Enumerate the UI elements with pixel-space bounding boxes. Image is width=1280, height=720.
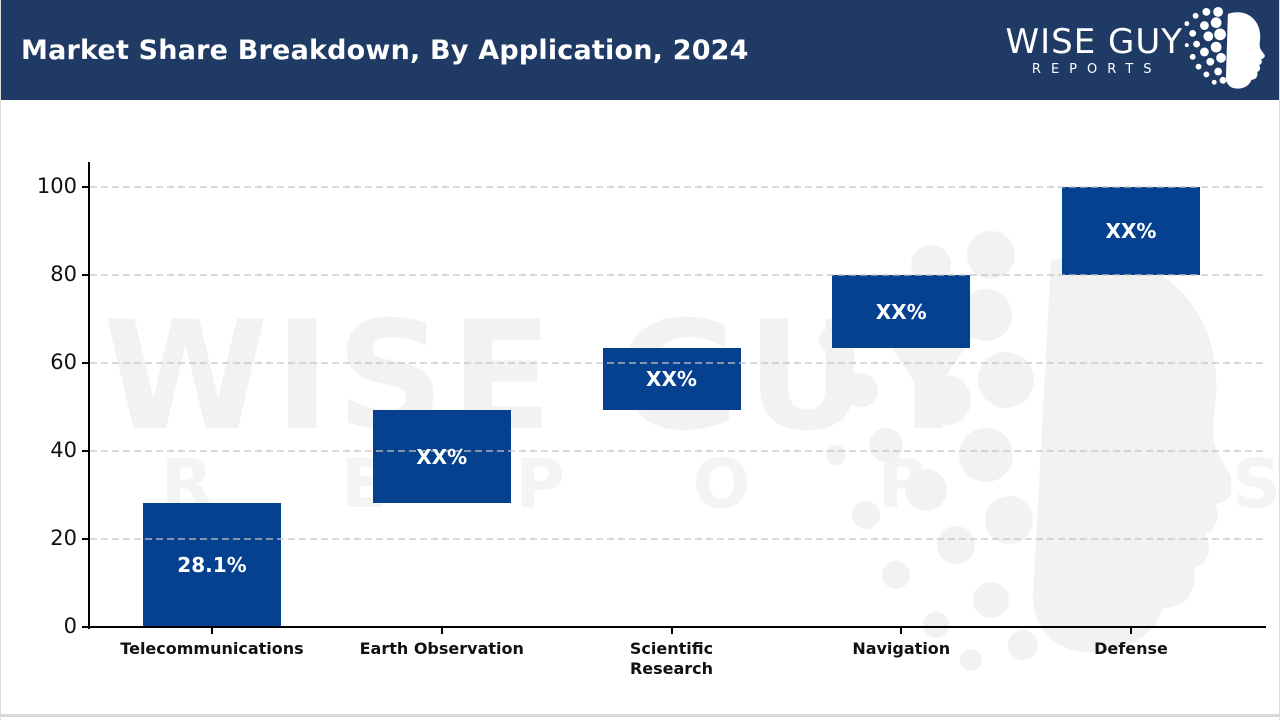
gridline-80 [90,274,1266,276]
y-tickmark-40 [82,450,89,452]
bar-telecommunications [143,503,281,627]
logo-wordmark-line2: REPORTS [1031,61,1162,77]
bar-earth-observation [372,409,511,504]
x-category-label-scientific-research: Scientific Research [629,639,714,678]
wise-guy-logo: WISE GUY REPORTS [1005,6,1267,94]
x-category-label-navigation: Navigation [852,639,951,658]
y-tick-label-0: 0 [63,614,77,638]
x-tickmark-earth-observation [440,628,443,634]
chart-area: WISE GUY R E P O R T S 0 20 40 60 80 100 28.1%… [1,100,1279,714]
x-tickmark-navigation [900,628,903,634]
gridline-20 [90,538,1266,540]
x-category-label-defense: Defense [1094,639,1168,658]
bar-defense [1062,187,1200,275]
bar-value-label-earth-observation: XX% [416,444,468,469]
logo-wordmark-line1: WISE GUY [1005,21,1183,62]
bar-value-label-scientific-research: XX% [646,367,697,392]
bar-value-label-telecommunications: 28.1% [177,553,247,578]
gridline-40 [90,450,1266,452]
y-tick-label-20: 20 [50,526,77,550]
x-tickmark-telecommunications [211,628,213,634]
y-axis-line [88,162,90,629]
y-tickmark-0 [82,626,89,628]
bar-scientific-research [602,348,741,410]
y-tick-label-60: 60 [50,350,77,374]
bar-value-label-defense: XX% [1105,219,1157,243]
page-title: Market Share Breakdown, By Application, … [21,34,749,66]
y-tick-label-100: 100 [36,174,77,198]
y-tickmark-100 [82,186,89,188]
bottom-divider [1,714,1279,717]
gridline-60 [90,362,1266,364]
logo-head-icon [1184,6,1265,89]
y-tick-label-80: 80 [50,262,77,286]
gridline-100 [90,186,1266,188]
logo-wordmark: WISE GUY REPORTS [1005,25,1183,76]
y-tick-label-40: 40 [50,438,77,462]
y-tickmark-60 [82,362,89,364]
bar-value-label-navigation: XX% [875,299,927,324]
bar-navigation [832,275,971,349]
x-tickmark-defense [1130,628,1132,634]
x-category-label-telecommunications: Telecommunications [120,639,304,658]
x-axis-line [87,626,1266,628]
y-tickmark-20 [82,538,89,540]
header: Market Share Breakdown, By Application, … [1,0,1279,100]
x-category-label-earth-observation: Earth Observation [359,639,524,658]
y-tickmark-80 [82,274,89,276]
x-tickmark-scientific-research [670,628,673,634]
